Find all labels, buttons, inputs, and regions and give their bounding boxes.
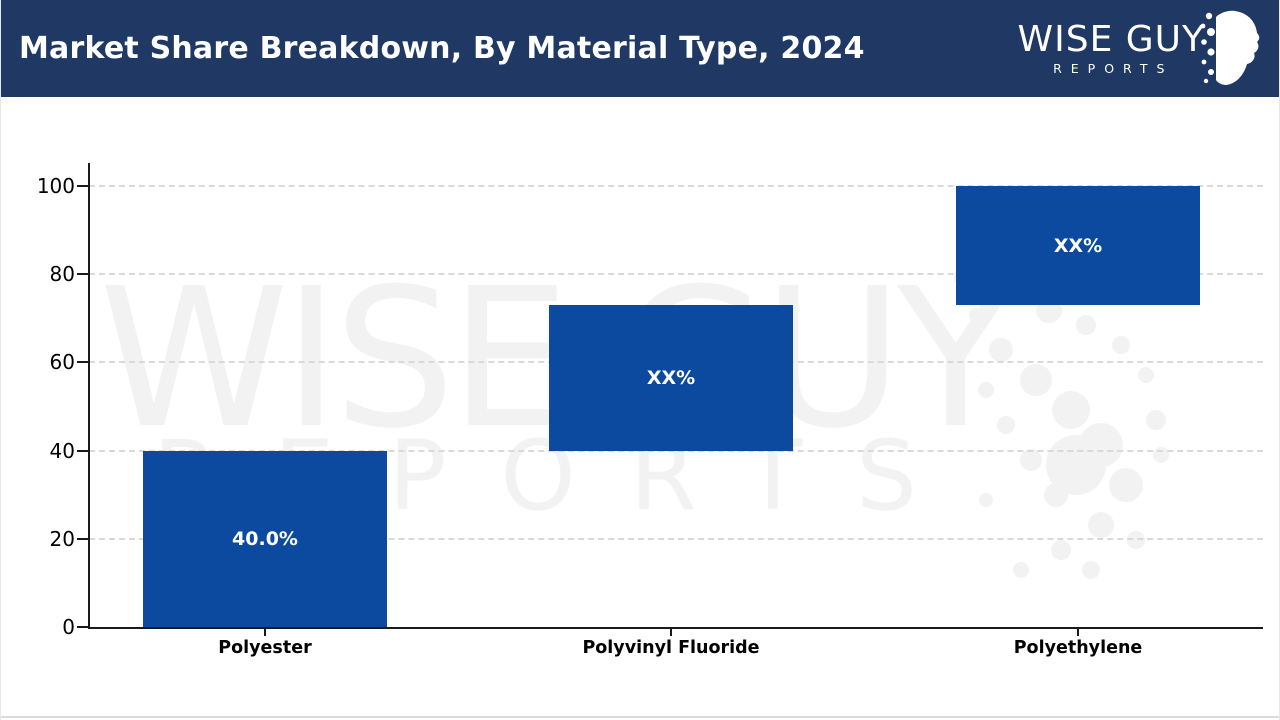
bar-value-label: XX% xyxy=(1053,234,1103,257)
bar-polyethylene: XX% xyxy=(956,186,1200,306)
x-tick-label-0: Polyester xyxy=(218,638,312,658)
wiseguy-face-icon xyxy=(1200,10,1260,85)
y-tick-label-100: 100 xyxy=(36,174,75,198)
y-tick-label-80: 80 xyxy=(49,262,75,287)
y-tick-label-0: 0 xyxy=(62,615,75,639)
y-tick-label-40: 40 xyxy=(49,438,75,463)
gridline-40 xyxy=(89,449,1263,452)
bar-polyester: 40.0% xyxy=(143,450,387,627)
x-tick-1 xyxy=(670,629,672,636)
bar-polyvinyl-fluoride: XX% xyxy=(549,305,793,451)
x-tick-label-1: Polyvinyl Fluoride xyxy=(582,638,760,658)
x-tick-0 xyxy=(264,629,266,636)
gridline-20 xyxy=(89,537,1263,540)
y-tick-40 xyxy=(77,449,89,452)
y-tick-100 xyxy=(77,185,89,187)
bar-value-label: XX% xyxy=(646,366,696,389)
gridline-80 xyxy=(89,273,1263,276)
gridline-100 xyxy=(89,185,1263,187)
bar-value-label: 40.0% xyxy=(232,527,298,550)
logo-subtext: REPORTS xyxy=(1053,60,1174,76)
y-tick-80 xyxy=(77,273,89,276)
logo-wordmark: WISE GUY xyxy=(1017,18,1205,60)
x-axis-spine xyxy=(89,627,1263,629)
page-title: Market Share Breakdown, By Material Type… xyxy=(19,31,865,66)
header: Market Share Breakdown, By Material Type… xyxy=(1,0,1279,97)
y-axis-spine xyxy=(88,163,90,629)
y-tick-0 xyxy=(77,626,89,628)
x-tick-2 xyxy=(1077,629,1079,636)
y-tick-20 xyxy=(77,537,89,540)
x-tick-label-2: Polyethylene xyxy=(1013,638,1143,658)
y-tick-60 xyxy=(77,361,89,364)
y-tick-label-20: 20 xyxy=(49,526,75,551)
y-tick-label-60: 60 xyxy=(49,350,75,375)
bottom-hairline xyxy=(1,716,1279,718)
logo-text: WISE GUY REPORTS xyxy=(1017,18,1206,76)
wiseguy-logo: WISE GUY REPORTS xyxy=(1018,6,1266,92)
